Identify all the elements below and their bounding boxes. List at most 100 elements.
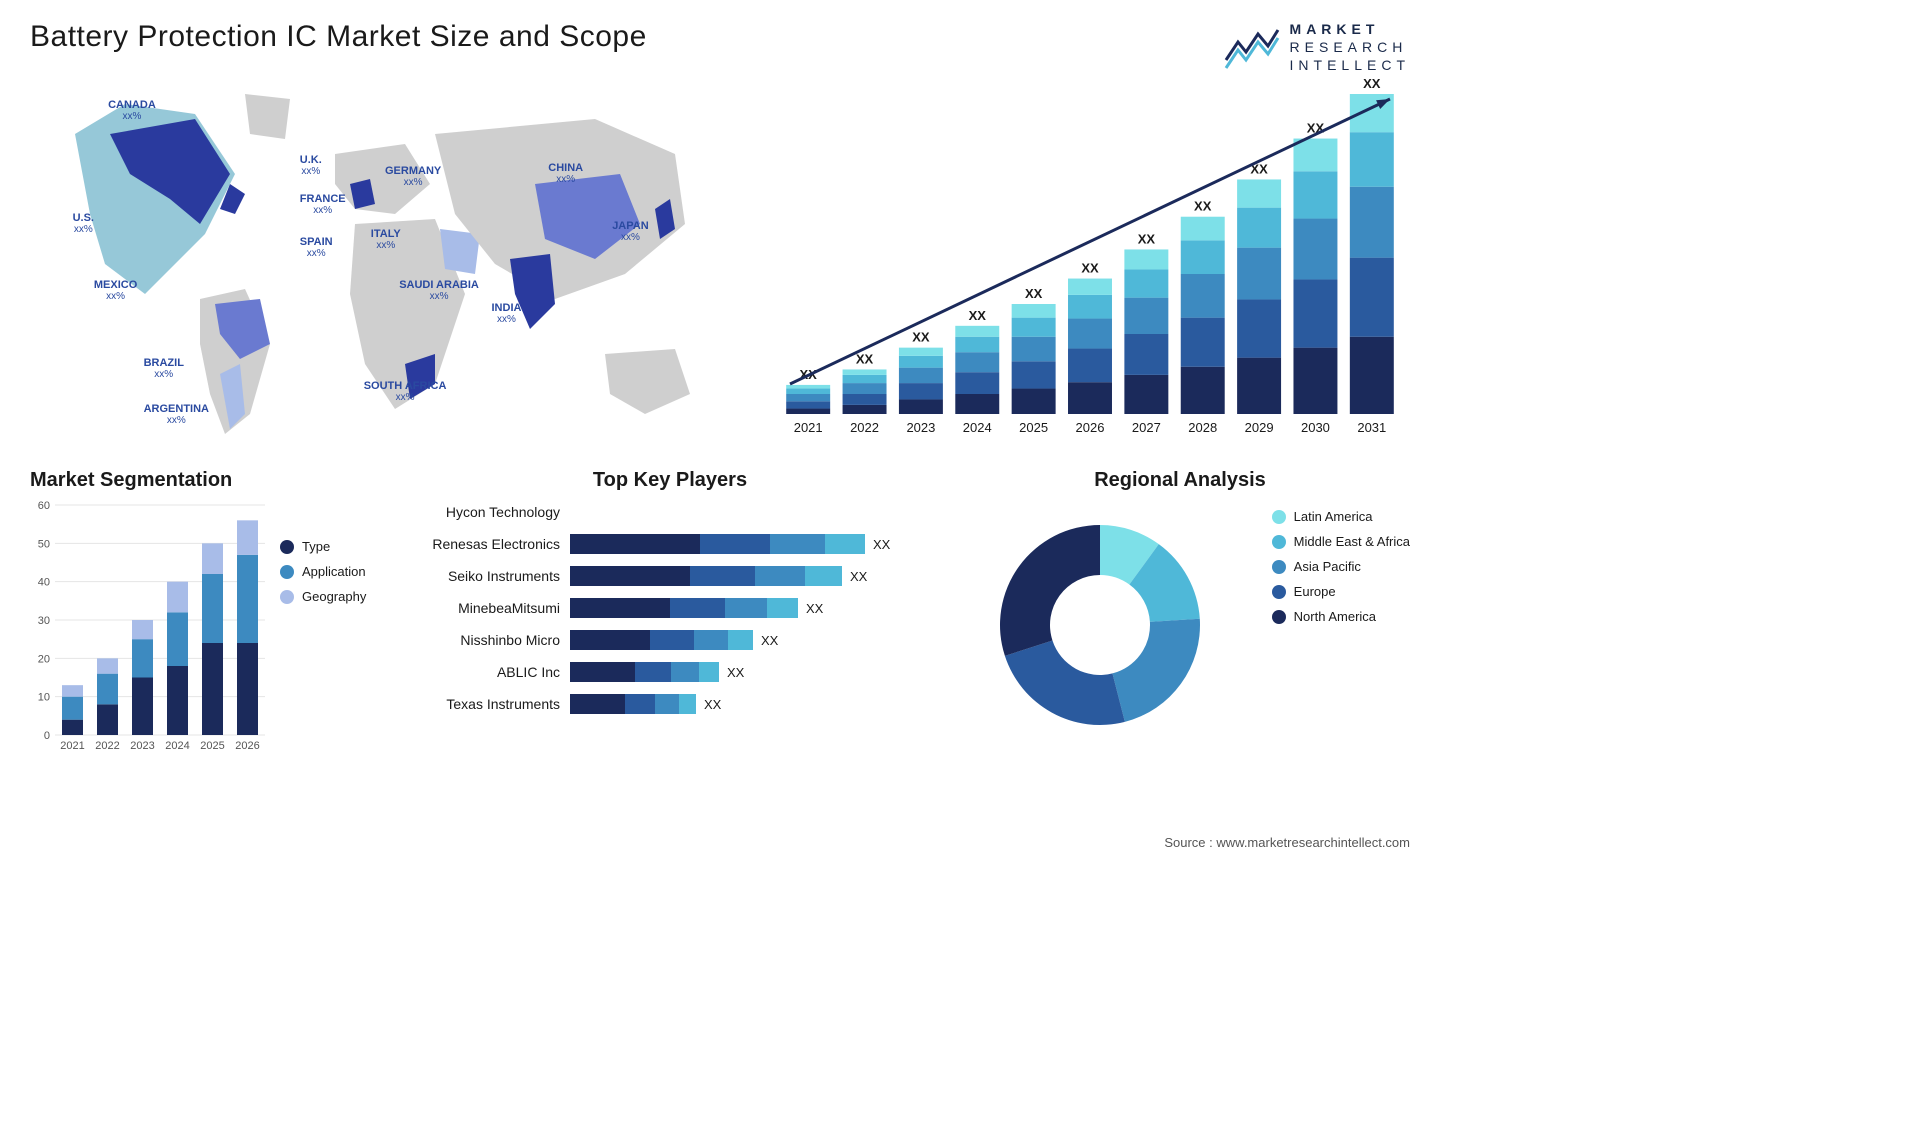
player-row: Nisshinbo Micro XX	[420, 628, 920, 652]
player-value: XX	[806, 601, 823, 616]
map-country-label: JAPANxx%	[612, 220, 648, 243]
map-country-label: U.S.xx%	[73, 212, 94, 235]
svg-text:30: 30	[38, 615, 50, 627]
player-bar-segment	[699, 662, 719, 682]
svg-text:XX: XX	[912, 330, 930, 345]
svg-text:2029: 2029	[1245, 420, 1274, 435]
player-name: Renesas Electronics	[420, 536, 570, 552]
svg-text:2030: 2030	[1301, 420, 1330, 435]
player-bar-segment	[679, 694, 696, 714]
segmentation-legend-item: Geography	[280, 589, 366, 604]
svg-text:2027: 2027	[1132, 420, 1161, 435]
map-country-label: INDIAxx%	[492, 302, 522, 325]
player-bar-segment	[694, 630, 728, 650]
player-bar-segment	[805, 566, 842, 586]
map-country-label: CHINAxx%	[548, 162, 583, 185]
segmentation-title: Market Segmentation	[30, 469, 390, 492]
map-country-label: SOUTH AFRICAxx%	[364, 380, 447, 403]
player-value: XX	[761, 633, 778, 648]
player-bar-segment	[570, 566, 690, 586]
map-country-label: ARGENTINAxx%	[144, 403, 209, 426]
segmentation-chart-svg: 0102030405060202120222023202420252026	[30, 500, 270, 760]
player-value: XX	[873, 537, 890, 552]
player-name: Texas Instruments	[420, 696, 570, 712]
player-row: Texas Instruments XX	[420, 692, 920, 716]
map-country-label: SPAINxx%	[300, 236, 333, 259]
player-name: MinebeaMitsumi	[420, 600, 570, 616]
svg-text:2026: 2026	[235, 740, 259, 752]
player-value: XX	[704, 697, 721, 712]
svg-text:2021: 2021	[794, 420, 823, 435]
player-row: ABLIC Inc XX	[420, 660, 920, 684]
player-bar-segment	[767, 598, 798, 618]
player-bar-segment	[650, 630, 694, 650]
svg-text:2021: 2021	[60, 740, 84, 752]
regional-donut-svg	[970, 500, 1230, 740]
svg-text:2024: 2024	[963, 420, 992, 435]
player-bar-segment	[690, 566, 755, 586]
svg-text:XX: XX	[1081, 261, 1099, 276]
player-value: XX	[727, 665, 744, 680]
player-name: ABLIC Inc	[420, 664, 570, 680]
segmentation-legend-item: Application	[280, 564, 366, 579]
segmentation-panel: Market Segmentation 01020304050602021202…	[30, 469, 390, 769]
player-value: XX	[850, 569, 867, 584]
player-bar-segment	[728, 630, 753, 650]
svg-text:2022: 2022	[850, 420, 879, 435]
svg-text:2028: 2028	[1188, 420, 1217, 435]
player-row: Seiko InstrumentsXX	[420, 564, 920, 588]
svg-text:XX: XX	[856, 351, 874, 366]
page-title: Battery Protection IC Market Size and Sc…	[30, 20, 1410, 54]
segmentation-legend-item: Type	[280, 539, 366, 554]
svg-text:XX: XX	[969, 308, 987, 323]
svg-text:XX: XX	[1194, 199, 1212, 214]
svg-text:2022: 2022	[95, 740, 119, 752]
svg-text:2025: 2025	[1019, 420, 1048, 435]
map-country-label: ITALYxx%	[371, 228, 401, 251]
player-bar-segment	[825, 534, 865, 554]
map-country-label: GERMANYxx%	[385, 165, 441, 188]
svg-text:2026: 2026	[1076, 420, 1105, 435]
player-name: Nisshinbo Micro	[420, 632, 570, 648]
player-bar-segment	[635, 662, 671, 682]
growth-chart-svg: XX 2021 XX 2022 XX 2023 XX 2024 XX 2025 XX 2026 XX 20…	[770, 64, 1410, 454]
svg-text:2023: 2023	[906, 420, 935, 435]
svg-text:40: 40	[38, 577, 50, 589]
svg-text:20: 20	[38, 653, 50, 665]
world-map-chart: CANADAxx%U.S.xx%MEXICOxx%BRAZILxx%ARGENT…	[30, 64, 740, 454]
svg-text:XX: XX	[1025, 286, 1043, 301]
player-bar-segment	[755, 566, 805, 586]
regional-title: Regional Analysis	[950, 469, 1410, 492]
regional-legend-item: Europe	[1272, 584, 1410, 599]
player-bar-segment	[570, 598, 670, 618]
player-row: Renesas Electronics XX	[420, 532, 920, 556]
svg-text:2024: 2024	[165, 740, 189, 752]
svg-text:XX: XX	[1138, 231, 1156, 246]
svg-text:10: 10	[38, 692, 50, 704]
player-name: Hycon Technology	[420, 504, 570, 520]
player-bar-segment	[570, 694, 625, 714]
map-country-label: BRAZILxx%	[144, 357, 184, 380]
key-players-panel: Top Key Players Hycon Technology Renesas …	[420, 469, 920, 769]
growth-chart: XX 2021 XX 2022 XX 2023 XX 2024 XX 2025 XX 2026 XX 20…	[770, 64, 1410, 454]
svg-text:0: 0	[44, 730, 50, 742]
svg-text:2031: 2031	[1357, 420, 1386, 435]
regional-legend-item: North America	[1272, 609, 1410, 624]
logo-line-2: RESEARCH	[1290, 38, 1410, 56]
svg-text:50: 50	[38, 538, 50, 550]
svg-text:XX: XX	[1363, 76, 1381, 91]
regional-legend-item: Asia Pacific	[1272, 559, 1410, 574]
source-text: Source : www.marketresearchintellect.com	[1164, 835, 1410, 850]
regional-legend-item: Middle East & Africa	[1272, 534, 1410, 549]
player-bar-segment	[700, 534, 770, 554]
player-bar-segment	[570, 630, 650, 650]
regional-legend-item: Latin America	[1272, 509, 1410, 524]
map-country-label: U.K.xx%	[300, 154, 322, 177]
player-bar-segment	[770, 534, 825, 554]
map-country-label: SAUDI ARABIAxx%	[399, 279, 479, 302]
map-country-label: FRANCExx%	[300, 193, 346, 216]
player-bar-segment	[625, 694, 655, 714]
player-row: Hycon Technology	[420, 500, 920, 524]
svg-text:2025: 2025	[200, 740, 224, 752]
key-players-title: Top Key Players	[420, 469, 920, 492]
